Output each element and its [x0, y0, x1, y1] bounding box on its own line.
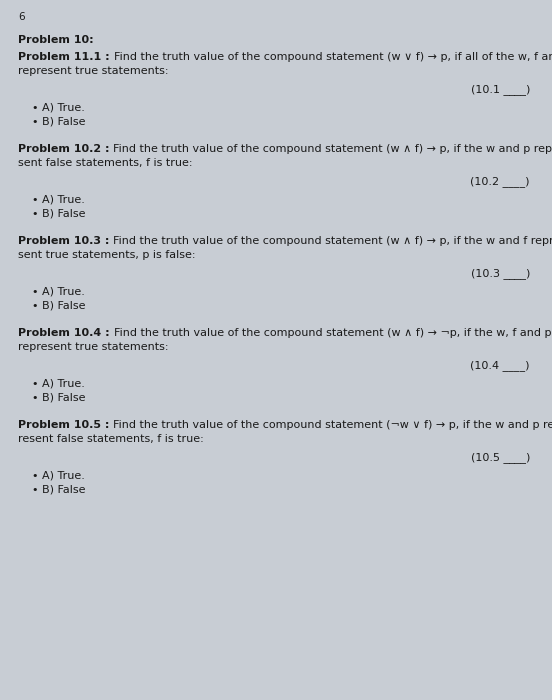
Text: • B) False: • B) False — [32, 484, 86, 494]
Text: Problem 10.2 :: Problem 10.2 : — [18, 144, 113, 154]
Text: • B) False: • B) False — [32, 116, 86, 126]
Text: • A) True.: • A) True. — [32, 102, 85, 112]
Text: Problem 10.4 :: Problem 10.4 : — [18, 328, 114, 338]
Text: (10.3 ____): (10.3 ____) — [471, 268, 530, 279]
Text: • A) True.: • A) True. — [32, 194, 85, 204]
Text: (10.4 ____): (10.4 ____) — [470, 360, 530, 371]
Text: • B) False: • B) False — [32, 392, 86, 402]
Text: sent true statements, p is false:: sent true statements, p is false: — [18, 250, 195, 260]
Text: Find the truth value of the compound statement (w ∨ f) → p, if all of the w, f a: Find the truth value of the compound sta… — [114, 52, 552, 62]
Text: • A) True.: • A) True. — [32, 286, 85, 296]
Text: • A) True.: • A) True. — [32, 378, 85, 388]
Text: Find the truth value of the compound statement (w ∧ f) → p, if the w and f repre: Find the truth value of the compound sta… — [113, 236, 552, 246]
Text: Find the truth value of the compound statement (w ∧ f) → ¬p, if the w, f and p a: Find the truth value of the compound sta… — [114, 328, 552, 338]
Text: (10.5 ____): (10.5 ____) — [471, 452, 530, 463]
Text: represent true statements:: represent true statements: — [18, 342, 168, 352]
Text: Problem 11.1 :: Problem 11.1 : — [18, 52, 114, 62]
Text: Problem 10:: Problem 10: — [18, 35, 94, 45]
Text: resent false statements, f is true:: resent false statements, f is true: — [18, 434, 204, 444]
Text: • A) True.: • A) True. — [32, 470, 85, 480]
Text: • B) False: • B) False — [32, 208, 86, 218]
Text: Find the truth value of the compound statement (¬w ∨ f) → p, if the w and p rep-: Find the truth value of the compound sta… — [113, 420, 552, 430]
Text: • B) False: • B) False — [32, 300, 86, 310]
Text: represent true statements:: represent true statements: — [18, 66, 168, 76]
Text: Problem 10.5 :: Problem 10.5 : — [18, 420, 113, 430]
Text: Find the truth value of the compound statement (w ∧ f) → p, if the w and p repre: Find the truth value of the compound sta… — [113, 144, 552, 154]
Text: sent false statements, f is true:: sent false statements, f is true: — [18, 158, 193, 168]
Text: 6: 6 — [18, 12, 25, 22]
Text: Problem 10.3 :: Problem 10.3 : — [18, 236, 113, 246]
Text: (10.1 ____): (10.1 ____) — [471, 84, 530, 95]
Text: (10.2 ____): (10.2 ____) — [470, 176, 530, 187]
